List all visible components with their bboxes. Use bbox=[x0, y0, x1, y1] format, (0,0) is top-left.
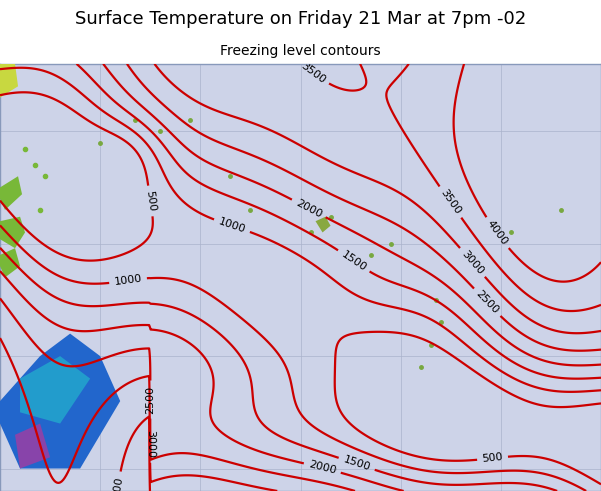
Polygon shape bbox=[0, 248, 20, 277]
Polygon shape bbox=[15, 424, 50, 468]
Text: 500: 500 bbox=[481, 452, 504, 464]
Text: 2500: 2500 bbox=[474, 289, 501, 316]
Text: 3000: 3000 bbox=[145, 430, 155, 458]
Polygon shape bbox=[20, 356, 90, 424]
Text: 3500: 3500 bbox=[111, 476, 124, 491]
Text: 3500: 3500 bbox=[299, 60, 328, 85]
Text: 2000: 2000 bbox=[294, 197, 323, 219]
Text: 1000: 1000 bbox=[217, 217, 247, 235]
Polygon shape bbox=[316, 217, 331, 232]
Text: 3000: 3000 bbox=[460, 248, 486, 276]
Text: Surface Temperature on Friday 21 Mar at 7pm -02: Surface Temperature on Friday 21 Mar at … bbox=[75, 10, 526, 28]
Text: Freezing level contours: Freezing level contours bbox=[220, 44, 381, 58]
Text: 4000: 4000 bbox=[485, 218, 510, 247]
Polygon shape bbox=[0, 217, 25, 248]
Polygon shape bbox=[0, 64, 18, 98]
Polygon shape bbox=[0, 333, 120, 468]
Text: 1000: 1000 bbox=[114, 273, 142, 287]
Text: 1500: 1500 bbox=[342, 455, 371, 473]
Text: 3500: 3500 bbox=[438, 188, 463, 217]
Polygon shape bbox=[0, 176, 22, 210]
Text: 2500: 2500 bbox=[145, 385, 155, 413]
Text: 2000: 2000 bbox=[308, 460, 337, 476]
Text: 1500: 1500 bbox=[340, 249, 368, 273]
Text: 500: 500 bbox=[144, 190, 157, 212]
